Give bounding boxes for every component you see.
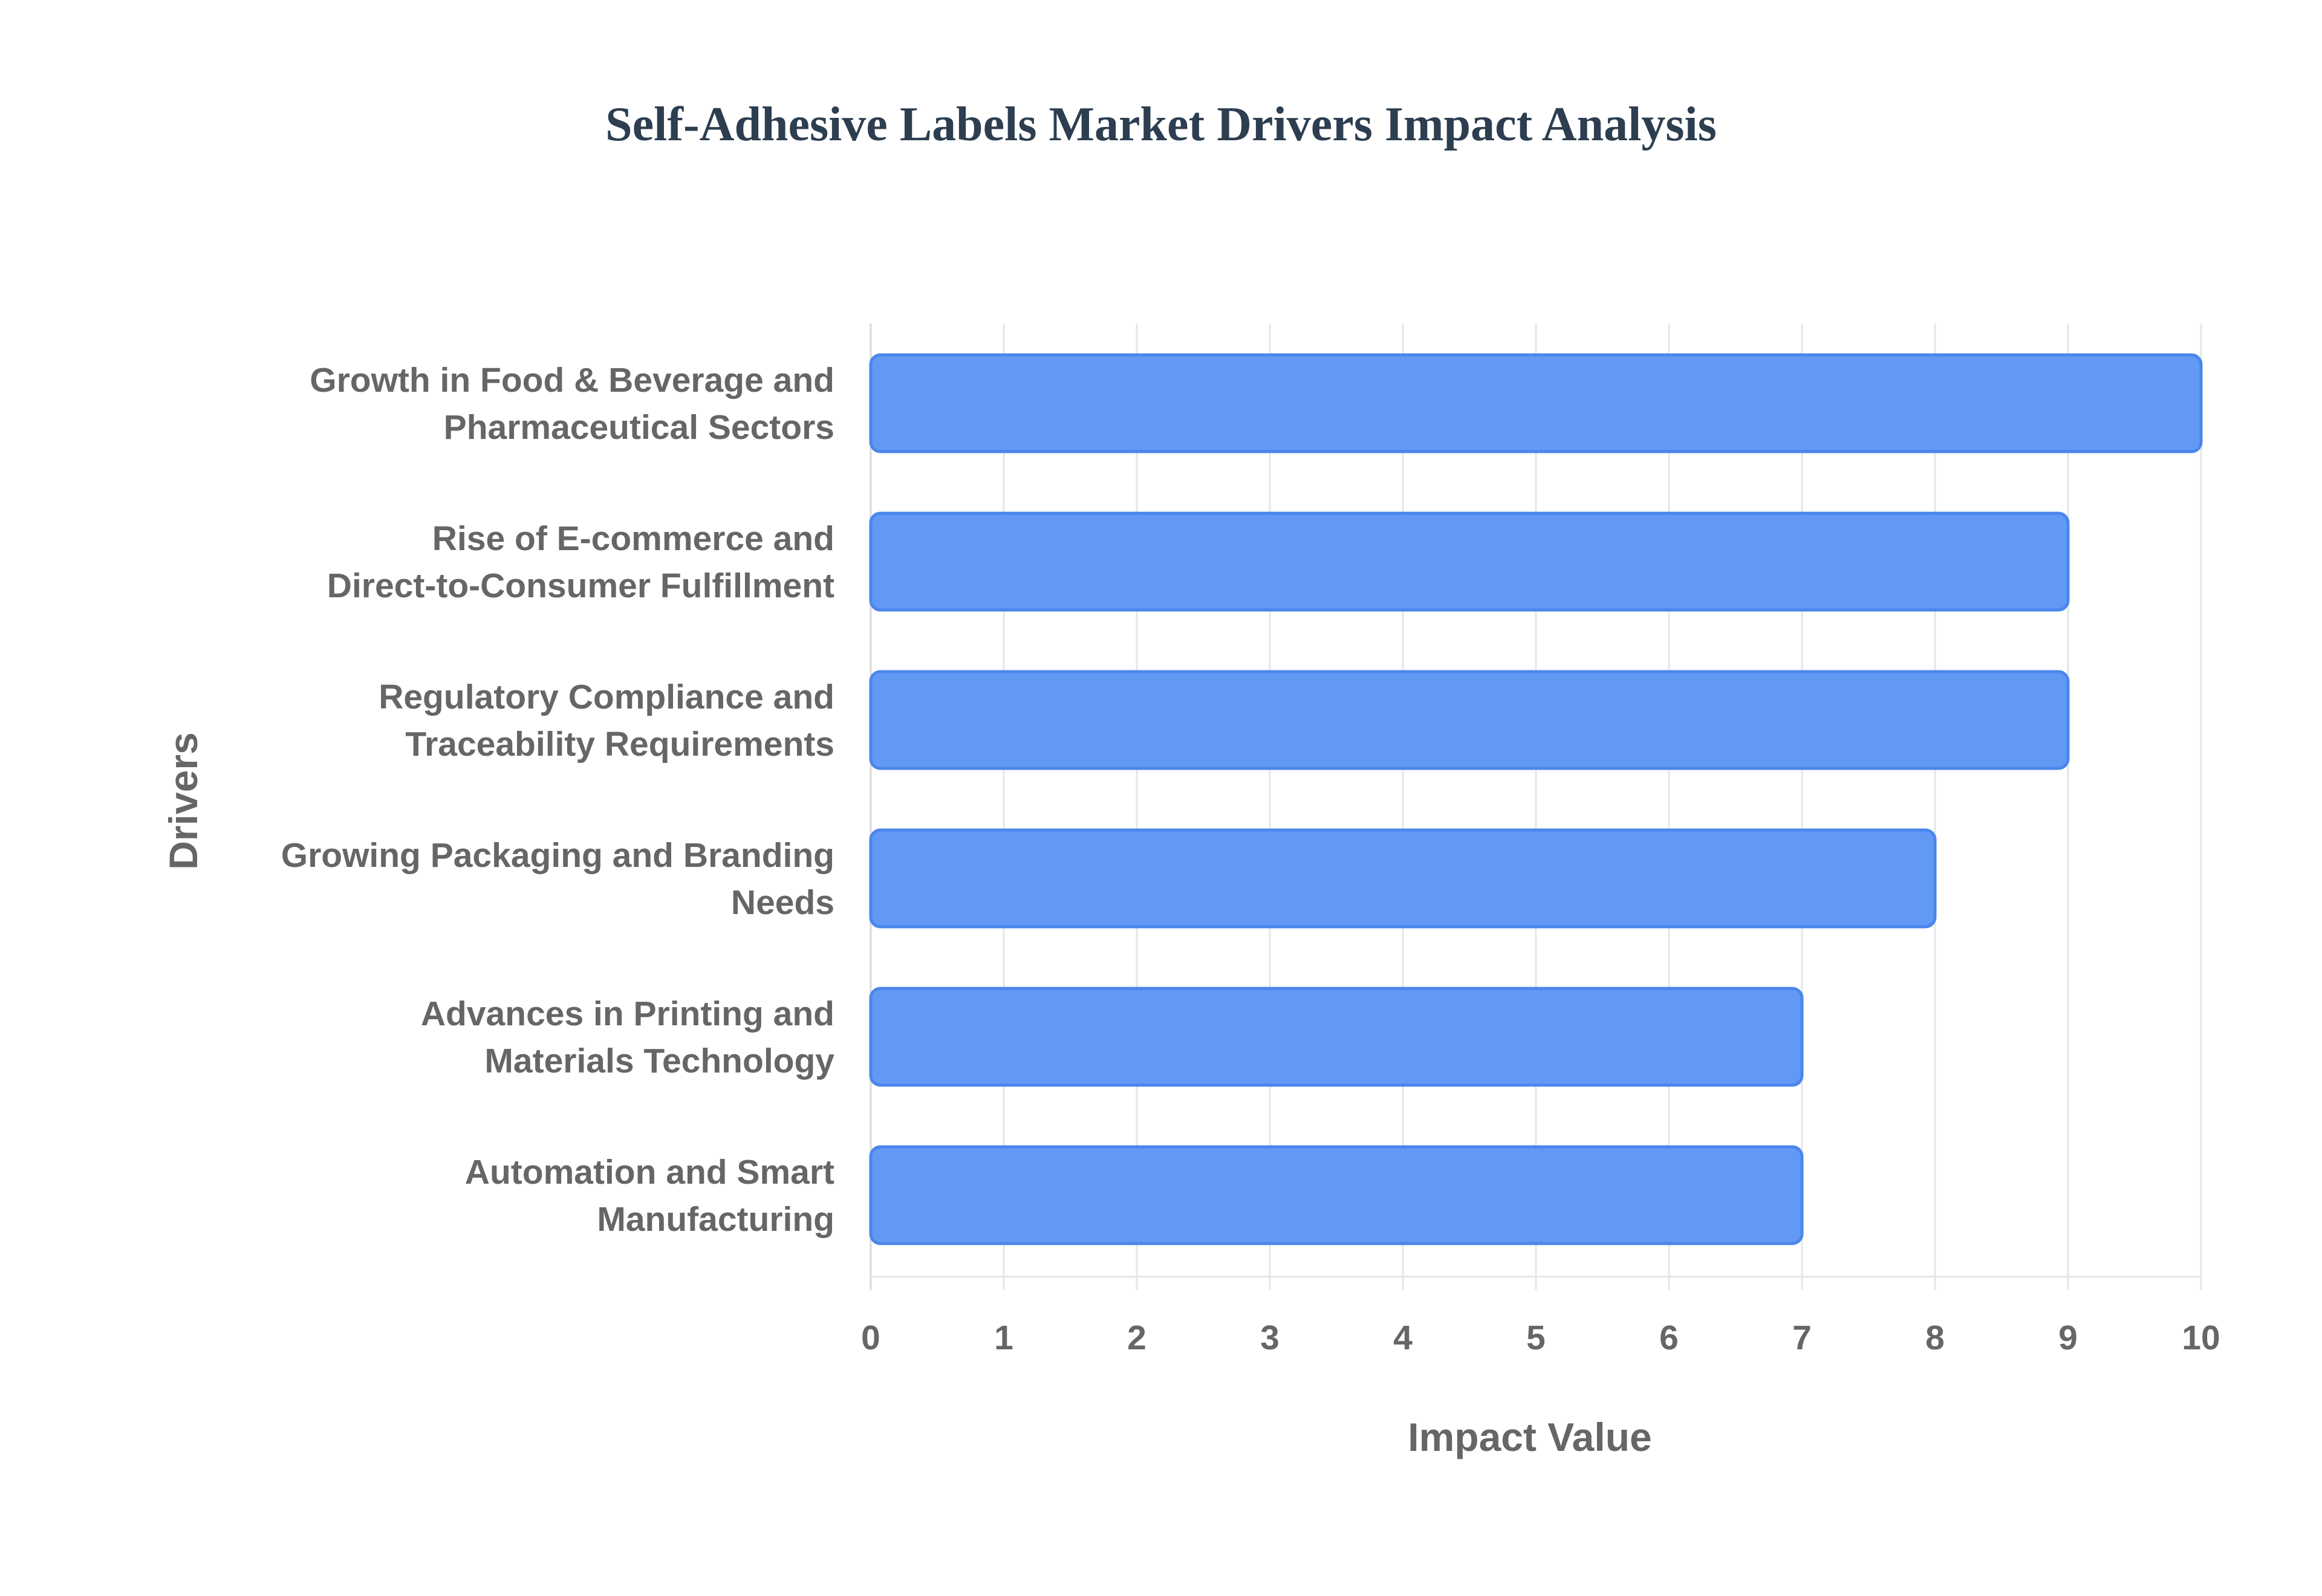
y-category-label: Traceability Requirements xyxy=(405,725,834,764)
y-category-label: Growth in Food & Beverage and xyxy=(310,361,834,400)
x-tick-label: 1 xyxy=(994,1319,1013,1357)
x-tick-label: 6 xyxy=(1659,1319,1679,1357)
bar xyxy=(869,353,2203,453)
bar xyxy=(869,1145,1804,1245)
bar xyxy=(869,987,1804,1087)
bar xyxy=(869,670,2070,770)
y-category-label: Pharmaceutical Sectors xyxy=(444,408,834,447)
y-category-label: Direct-to-Consumer Fulfillment xyxy=(327,566,834,605)
y-axis-title: Drivers xyxy=(161,732,206,870)
y-category-label: Needs xyxy=(731,883,834,922)
x-tick-label: 10 xyxy=(2182,1319,2220,1357)
x-axis-ticks: 0 1 2 3 4 5 6 7 8 9 10 xyxy=(861,1319,2220,1357)
x-tick-label: 8 xyxy=(1925,1319,1945,1357)
category-labels: Growth in Food & Beverage and Pharmaceuti… xyxy=(281,361,835,1239)
x-tick-label: 9 xyxy=(2058,1319,2078,1357)
y-category-label: Regulatory Compliance and xyxy=(379,678,834,716)
x-tick-label: 0 xyxy=(861,1319,880,1357)
x-tick-label: 7 xyxy=(1792,1319,1812,1357)
x-axis-title: Impact Value xyxy=(1408,1415,1652,1459)
grid-lines xyxy=(870,323,2202,1290)
chart-title: Self-Adhesive Labels Market Drivers Impa… xyxy=(605,98,1717,151)
x-tick-label: 5 xyxy=(1526,1319,1546,1357)
y-category-label: Manufacturing xyxy=(597,1200,834,1239)
y-category-label: Growing Packaging and Branding xyxy=(281,836,834,875)
x-tick-label: 4 xyxy=(1393,1319,1413,1357)
x-tick-label: 2 xyxy=(1127,1319,1146,1357)
bar xyxy=(869,828,1937,929)
y-category-label: Rise of E-commerce and xyxy=(432,519,834,558)
y-category-label: Automation and Smart xyxy=(465,1153,834,1192)
bars xyxy=(869,353,2203,1245)
y-category-label: Materials Technology xyxy=(484,1042,834,1080)
y-category-label: Advances in Printing and xyxy=(421,994,834,1033)
bar xyxy=(869,511,2070,612)
x-tick-label: 3 xyxy=(1260,1319,1280,1357)
